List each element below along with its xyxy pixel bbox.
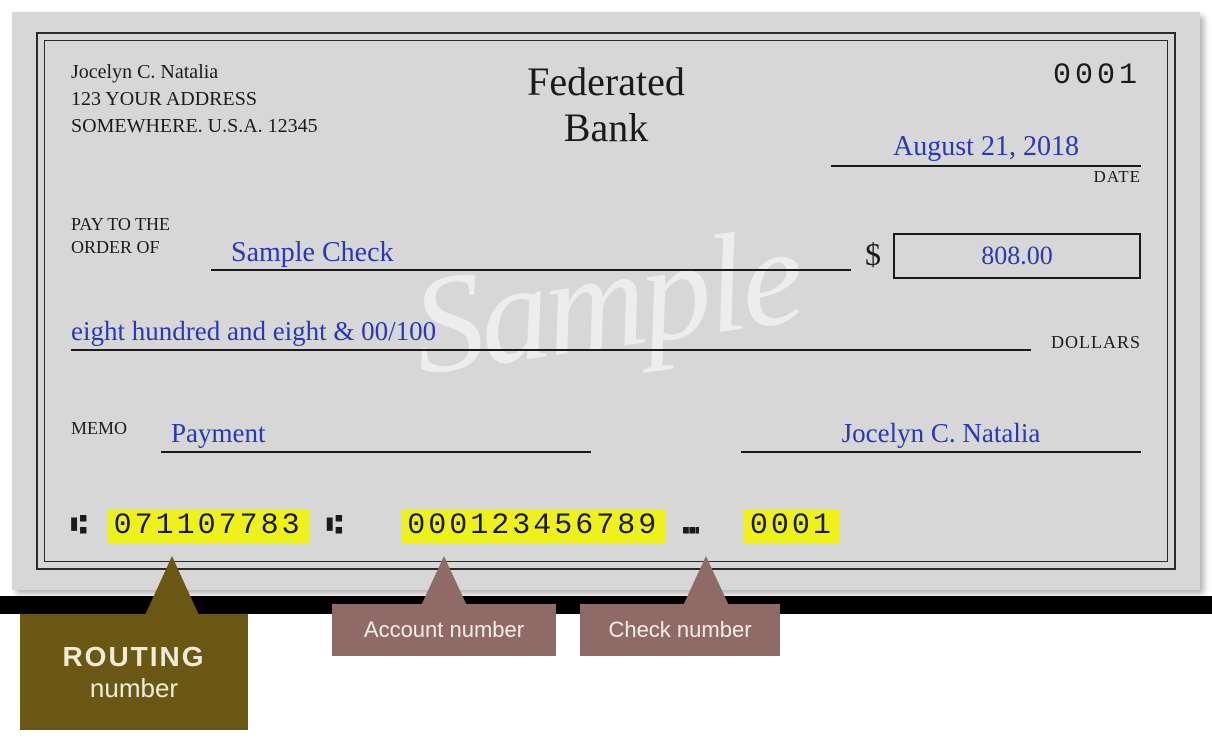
callout-check-label: Check number xyxy=(608,617,751,643)
check-inner-border: Sample Jocelyn C. Natalia 123 YOUR ADDRE… xyxy=(44,40,1168,562)
callout-routing-line1: ROUTING xyxy=(62,641,205,673)
pay-label-line2: ORDER OF xyxy=(71,236,170,259)
holder-address-1: 123 YOUR ADDRESS xyxy=(71,86,318,113)
amount-numeric: 808.00 xyxy=(981,241,1053,271)
callout-routing-box: ROUTING number xyxy=(20,614,248,730)
callout-check-box: Check number xyxy=(580,604,780,656)
memo-signature-row: MEMO Payment Jocelyn C. Natalia xyxy=(71,409,1141,459)
holder-address-2: SOMEWHERE. U.S.A. 12345 xyxy=(71,113,318,140)
date-block: August 21, 2018 DATE xyxy=(831,131,1141,187)
payee-line: Sample Check xyxy=(211,237,851,271)
micr-line: ⑆ 071107783 ⑆ 000123456789 ⑉ 0001 xyxy=(71,509,1141,543)
account-number: 000123456789 xyxy=(401,509,665,543)
check-number-micr: 0001 xyxy=(744,509,840,543)
bank-name-line1: Federated xyxy=(527,59,685,105)
holder-name: Jocelyn C. Natalia xyxy=(71,59,318,86)
bank-name: Federated Bank xyxy=(527,59,685,151)
date-value: August 21, 2018 xyxy=(831,131,1141,167)
payee-name: Sample Check xyxy=(211,237,394,268)
callout-routing-line2: number xyxy=(90,673,178,704)
check-top-row: Jocelyn C. Natalia 123 YOUR ADDRESS SOME… xyxy=(71,59,1141,169)
amount-words: eight hundred and eight & 00/100 xyxy=(71,316,1031,351)
check-container: Sample Jocelyn C. Natalia 123 YOUR ADDRE… xyxy=(12,12,1200,590)
dollars-label: DOLLARS xyxy=(1051,332,1141,353)
memo-value: Payment xyxy=(161,418,591,453)
pay-to-row: PAY TO THE ORDER OF Sample Check $ 808.0… xyxy=(71,219,1141,289)
check-outer-border: Sample Jocelyn C. Natalia 123 YOUR ADDRE… xyxy=(36,32,1176,570)
callout-account-box: Account number xyxy=(332,604,556,656)
pay-label-line1: PAY TO THE xyxy=(71,213,170,236)
memo-label: MEMO xyxy=(71,418,127,439)
micr-transit-symbol-left: ⑆ xyxy=(71,511,90,541)
micr-transit-symbol-right: ⑆ xyxy=(327,511,346,541)
routing-number: 071107783 xyxy=(108,509,309,543)
amount-numeric-box: 808.00 xyxy=(893,233,1141,279)
account-holder-block: Jocelyn C. Natalia 123 YOUR ADDRESS SOME… xyxy=(71,59,318,140)
callout-account-label: Account number xyxy=(364,617,524,643)
signature: Jocelyn C. Natalia xyxy=(741,418,1141,453)
amount-words-row: eight hundred and eight & 00/100 DOLLARS xyxy=(71,307,1141,357)
bank-name-line2: Bank xyxy=(527,105,685,151)
date-label: DATE xyxy=(1094,167,1141,186)
pay-to-label: PAY TO THE ORDER OF xyxy=(71,213,170,258)
check-number-top: 0001 xyxy=(1053,59,1141,93)
dollar-sign: $ xyxy=(865,236,881,273)
micr-onus-symbol: ⑉ xyxy=(683,511,702,541)
